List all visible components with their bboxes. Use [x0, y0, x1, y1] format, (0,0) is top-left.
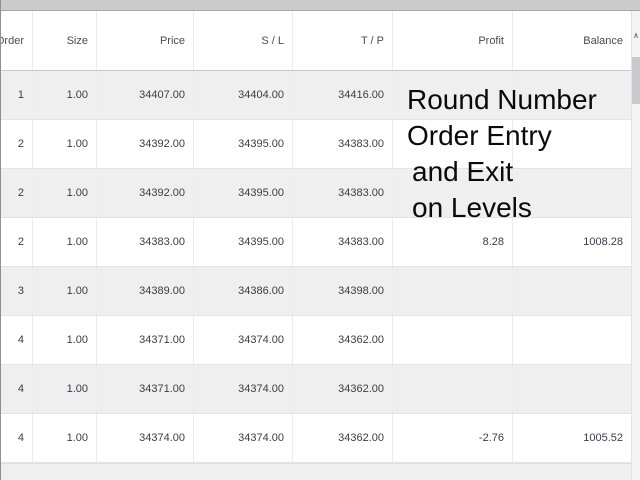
table-row-partial[interactable] — [1, 463, 640, 480]
cell-size: 1.00 — [33, 267, 97, 315]
cell-profit — [393, 120, 513, 168]
cell-price: 34392.00 — [97, 120, 194, 168]
column-header-order[interactable]: Order — [1, 11, 33, 70]
column-header-price[interactable]: Price — [97, 11, 194, 70]
column-header-profit[interactable]: Profit — [393, 11, 513, 70]
cell-tp: 34362.00 — [293, 414, 393, 462]
table-row[interactable]: 4 1.00 34371.00 34374.00 34362.00 — [1, 316, 640, 365]
cell-profit: -2.76 — [393, 414, 513, 462]
cell-order: 4 — [1, 414, 33, 462]
table-row[interactable]: 2 1.00 34392.00 34395.00 34383.00 — [1, 169, 640, 218]
cell-order: 4 — [1, 365, 33, 413]
cell-order: 3 — [1, 267, 33, 315]
column-header-size[interactable]: Size — [33, 11, 97, 70]
cell-tp: 34362.00 — [293, 316, 393, 364]
cell-tp: 34362.00 — [293, 365, 393, 413]
cell-tp: 34383.00 — [293, 169, 393, 217]
cell-profit — [393, 71, 513, 119]
table-row[interactable]: 2 1.00 34383.00 34395.00 34383.00 8.28 1008.28 — [1, 218, 640, 267]
cell-order: 1 — [1, 71, 33, 119]
cell-tp: 34383.00 — [293, 218, 393, 266]
cell-sl: 34374.00 — [194, 414, 293, 462]
cell-price: 34383.00 — [97, 218, 194, 266]
cell-balance — [513, 365, 631, 413]
cell-price: 34407.00 — [97, 71, 194, 119]
cell-order: 4 — [1, 316, 33, 364]
scrollbar-thumb[interactable] — [632, 57, 640, 104]
cell-price: 34371.00 — [97, 365, 194, 413]
cell-balance — [513, 316, 631, 364]
cell-sl: 34395.00 — [194, 169, 293, 217]
cell-size: 1.00 — [33, 316, 97, 364]
table-body: 1 1.00 34407.00 34404.00 34416.00 2 1.00 34392.… — [1, 71, 640, 463]
cell-tp: 34383.00 — [293, 120, 393, 168]
cell-profit — [393, 267, 513, 315]
cell-size: 1.00 — [33, 169, 97, 217]
cell-profit: 8.28 — [393, 218, 513, 266]
table-row[interactable]: 4 1.00 34371.00 34374.00 34362.00 — [1, 365, 640, 414]
cell-profit — [393, 365, 513, 413]
cell-order: 2 — [1, 218, 33, 266]
cell-sl: 34374.00 — [194, 365, 293, 413]
cell-sl: 34386.00 — [194, 267, 293, 315]
cell-order: 2 — [1, 120, 33, 168]
table-row[interactable]: 4 1.00 34374.00 34374.00 34362.00 -2.76 1005.5… — [1, 414, 640, 463]
vertical-scrollbar[interactable]: ∧ — [631, 11, 640, 480]
cell-price: 34389.00 — [97, 267, 194, 315]
cell-size: 1.00 — [33, 365, 97, 413]
cell-order: 2 — [1, 169, 33, 217]
cell-balance: 1008.28 — [583, 236, 623, 248]
cell-tp: 34398.00 — [293, 267, 393, 315]
cell-sl: 34374.00 — [194, 316, 293, 364]
cell-tp: 34416.00 — [293, 71, 393, 119]
cell-balance — [513, 267, 631, 315]
cell-sl: 34404.00 — [194, 71, 293, 119]
column-header-tp[interactable]: T / P — [293, 11, 393, 70]
cell-profit — [393, 316, 513, 364]
cell-size: 1.00 — [33, 71, 97, 119]
cell-size: 1.00 — [33, 414, 97, 462]
cell-price: 34371.00 — [97, 316, 194, 364]
cell-price: 34392.00 — [97, 169, 194, 217]
cell-sl: 34395.00 — [194, 120, 293, 168]
table-row[interactable]: 2 1.00 34392.00 34395.00 34383.00 — [1, 120, 640, 169]
cell-profit — [393, 169, 513, 217]
cell-sl: 34395.00 — [194, 218, 293, 266]
cell-balance — [513, 71, 631, 119]
cell-size: 1.00 — [33, 218, 97, 266]
table-row[interactable]: 1 1.00 34407.00 34404.00 34416.00 — [1, 71, 640, 120]
table-row[interactable]: 3 1.00 34389.00 34386.00 34398.00 — [1, 267, 640, 316]
cell-price: 34374.00 — [97, 414, 194, 462]
column-header-balance[interactable]: Balance — [583, 34, 623, 47]
scroll-up-icon[interactable]: ∧ — [633, 31, 639, 40]
cell-balance — [513, 120, 631, 168]
cell-balance: 1005.52 — [583, 432, 623, 444]
column-header-sl[interactable]: S / L — [194, 11, 293, 70]
panel-top-edge — [1, 0, 640, 11]
cell-size: 1.00 — [33, 120, 97, 168]
cell-balance — [513, 169, 631, 217]
